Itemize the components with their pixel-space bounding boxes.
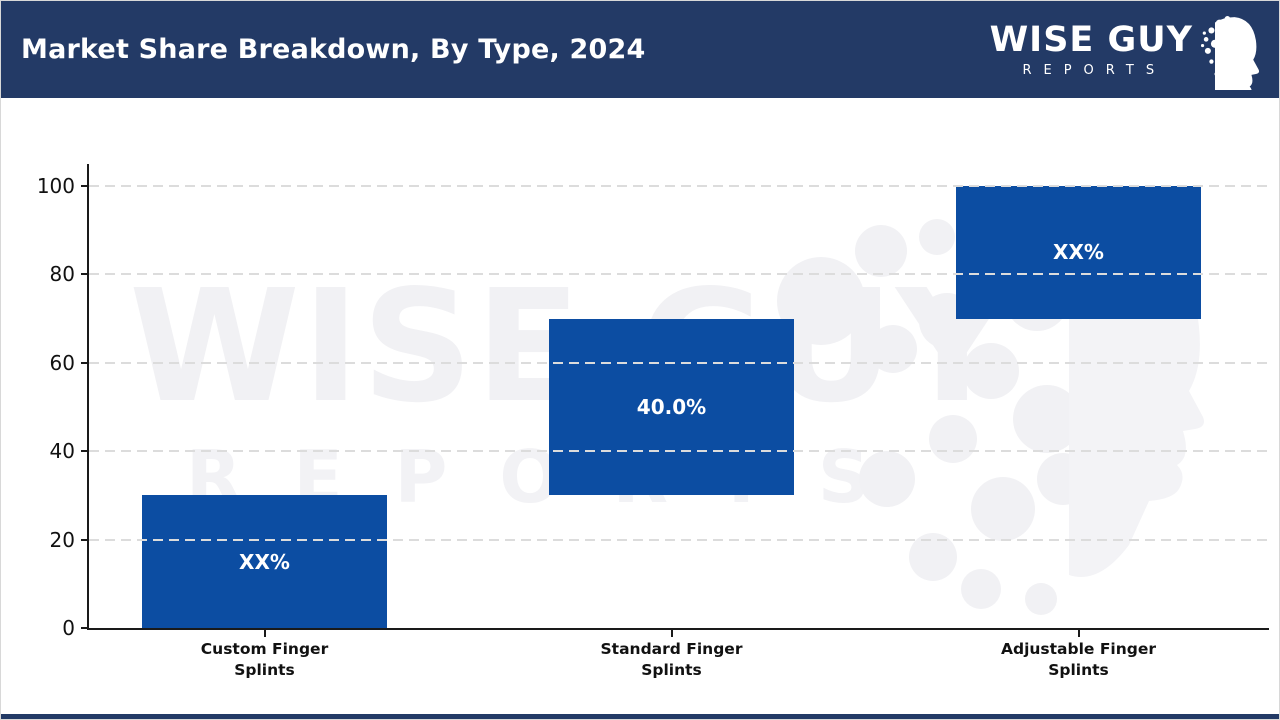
brand-head-icon	[1200, 15, 1260, 90]
plot-area: XX% 40.0% XX%	[87, 164, 1269, 630]
bar-value-label: XX%	[1053, 240, 1104, 265]
y-tick-mark	[81, 361, 87, 364]
x-category-label-line: Custom Finger	[200, 640, 329, 658]
header-bar: Market Share Breakdown, By Type, 2024 WI…	[1, 1, 1279, 98]
y-tick-mark	[81, 538, 87, 541]
x-category-label: Adjustable Finger Splints	[1001, 639, 1156, 681]
footer-bar	[1, 714, 1279, 719]
y-tick-label: 20	[49, 527, 75, 552]
x-category-label: Custom Finger Splints	[201, 639, 328, 681]
y-tick-mark	[81, 450, 87, 453]
gridline	[89, 361, 1269, 364]
y-tick-label: 100	[36, 174, 75, 199]
brand-subtitle: REPORTS	[1022, 62, 1167, 78]
gridline	[89, 273, 1269, 276]
brand-logo: WISE GUY REPORTS	[990, 10, 1267, 90]
y-tick-mark	[81, 627, 87, 629]
bar-segment: XX%	[142, 495, 387, 628]
y-tick-label: 60	[49, 350, 75, 375]
bar-value-label: XX%	[239, 549, 290, 574]
bar-segment: XX%	[956, 186, 1201, 319]
y-tick-label: 0	[62, 616, 75, 640]
x-category-label-line: Standard Finger	[600, 640, 743, 658]
gridline	[89, 185, 1269, 188]
chart-title: Market Share Breakdown, By Type, 2024	[21, 34, 646, 65]
x-tick-mark	[263, 630, 266, 637]
x-tick-mark	[1077, 630, 1080, 637]
x-category-label-line: Splints	[641, 660, 702, 679]
gridline	[89, 450, 1269, 453]
y-tick-label: 80	[49, 262, 75, 287]
x-tick-mark	[670, 630, 673, 637]
x-category-label-line: Splints	[234, 660, 295, 679]
y-tick-label: 40	[49, 439, 75, 464]
x-axis-spine	[87, 628, 1269, 630]
bar-segment: 40.0%	[549, 318, 794, 496]
brand-logo-text: WISE GUY REPORTS	[989, 19, 1193, 78]
y-tick-mark	[81, 185, 87, 188]
gridline	[89, 538, 1269, 541]
x-category-label: Standard Finger Splints	[601, 639, 743, 681]
x-category-label-line: Splints	[1048, 660, 1109, 679]
bar-value-label: 40.0%	[636, 395, 707, 420]
y-tick-mark	[81, 273, 87, 276]
brand-name: WISE GUY	[989, 19, 1193, 60]
x-category-label-line: Adjustable Finger	[1000, 640, 1157, 658]
y-axis-spine	[87, 164, 89, 630]
